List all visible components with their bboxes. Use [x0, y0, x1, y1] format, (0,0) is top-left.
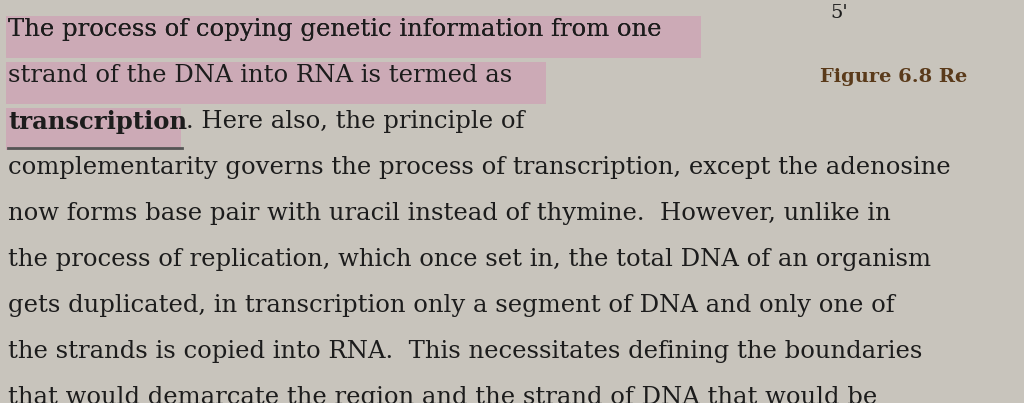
- Text: strand of the DNA into RNA is termed as: strand of the DNA into RNA is termed as: [8, 64, 512, 87]
- Text: the strands is copied into RNA.  This necessitates defining the boundaries: the strands is copied into RNA. This nec…: [8, 340, 923, 363]
- Text: gets duplicated, in transcription only a segment of DNA and only one of: gets duplicated, in transcription only a…: [8, 294, 895, 317]
- Text: now forms base pair with uracil instead of thymine.  However, unlike in: now forms base pair with uracil instead …: [8, 202, 891, 225]
- Text: the process of replication, which once set in, the total DNA of an organism: the process of replication, which once s…: [8, 248, 931, 271]
- Text: The process of copying genetic information from one: The process of copying genetic informati…: [8, 18, 662, 41]
- Text: Figure 6.8 Re: Figure 6.8 Re: [820, 68, 968, 86]
- Text: complementarity governs the process of transcription, except the adenosine: complementarity governs the process of t…: [8, 156, 950, 179]
- Text: The process of copying genetic information from one: The process of copying genetic informati…: [8, 18, 662, 41]
- FancyBboxPatch shape: [6, 16, 701, 58]
- Text: transcription: transcription: [8, 110, 187, 134]
- FancyBboxPatch shape: [6, 62, 546, 104]
- Text: 5': 5': [830, 4, 848, 22]
- Text: that would demarcate the region and the strand of DNA that would be: that would demarcate the region and the …: [8, 386, 878, 403]
- FancyBboxPatch shape: [6, 108, 181, 150]
- Text: . Here also, the principle of: . Here also, the principle of: [186, 110, 524, 133]
